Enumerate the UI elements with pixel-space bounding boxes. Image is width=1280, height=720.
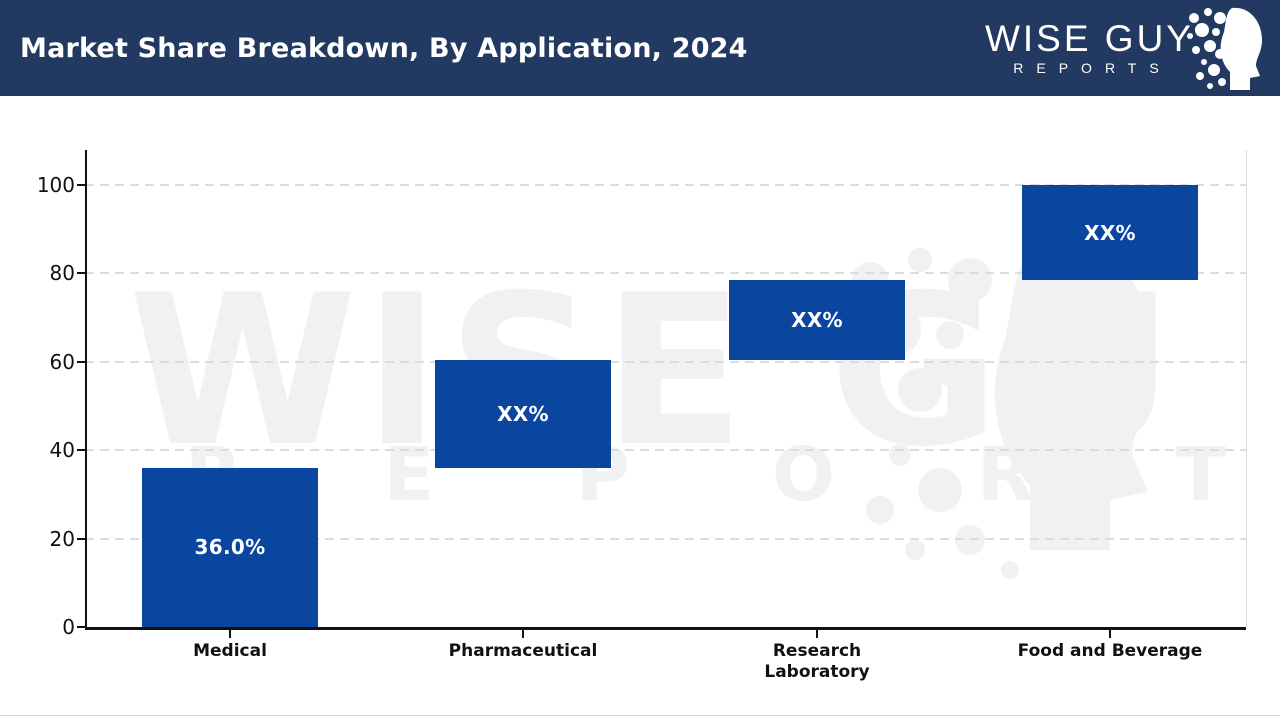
x-axis-tick xyxy=(522,630,524,638)
y-axis-tick-80 xyxy=(77,272,85,275)
y-axis-tick-label: 40 xyxy=(49,438,75,463)
y-axis-tick-40 xyxy=(77,449,85,452)
plot-right-border xyxy=(1246,150,1247,627)
bar-medical: 36.0% xyxy=(142,467,318,627)
x-axis-line xyxy=(85,627,1246,630)
gridline-60 xyxy=(85,360,1246,363)
y-axis-line xyxy=(85,150,87,629)
bar-research-laboratory: XX% xyxy=(729,280,905,360)
watermark-wordmark: WISE GU xyxy=(128,251,1181,493)
watermark-subtext: R E P O R T S xyxy=(185,432,1280,518)
bar-value-label: XX% xyxy=(791,307,843,332)
logo-text: WISE GUY REPORTS xyxy=(984,18,1194,77)
bar-pharmaceutical: XX% xyxy=(435,359,611,468)
y-axis-tick-label: 0 xyxy=(62,615,75,639)
chart-title: Market Share Breakdown, By Application, … xyxy=(20,32,748,64)
bar-value-label: 36.0% xyxy=(194,535,266,560)
category-label-line: Food and Beverage xyxy=(1017,641,1203,661)
gridline-20 xyxy=(85,537,1246,540)
y-axis-tick-label: 100 xyxy=(36,173,75,197)
y-axis-tick-label: 60 xyxy=(49,349,75,374)
x-axis-category-label: Medical xyxy=(80,641,380,662)
y-axis-tick-100 xyxy=(77,184,85,186)
y-axis-tick-label: 80 xyxy=(49,261,75,286)
header-band: Market Share Breakdown, By Application, … xyxy=(0,0,1280,96)
logo-wordmark: WISE GUY xyxy=(984,18,1194,59)
bar-value-label: XX% xyxy=(1084,220,1136,245)
x-axis-category-label: Research Laboratory xyxy=(667,641,967,683)
y-axis-tick-0 xyxy=(77,626,85,628)
category-label-line: Medical xyxy=(193,641,267,661)
y-axis-tick-label: 20 xyxy=(49,526,75,551)
logo: WISE GUY REPORTS xyxy=(985,2,1266,94)
x-axis-tick xyxy=(229,630,231,638)
y-axis-tick-20 xyxy=(77,537,85,540)
category-label-line: Laboratory xyxy=(764,662,870,682)
y-axis-tick-60 xyxy=(77,360,85,363)
x-axis-tick xyxy=(816,630,818,638)
category-label-line: Pharmaceutical xyxy=(448,641,598,661)
gridline-40 xyxy=(85,449,1246,452)
bar-value-label: XX% xyxy=(497,401,549,426)
x-axis-category-label: Pharmaceutical xyxy=(373,641,673,662)
gridline-80 xyxy=(85,272,1246,275)
figure-bottom-border xyxy=(0,715,1280,716)
gridline-100 xyxy=(85,184,1246,186)
x-axis-tick xyxy=(1109,630,1111,638)
bar-food-and-beverage: XX% xyxy=(1022,185,1198,281)
category-label-line: Research xyxy=(772,641,862,661)
x-axis-category-label: Food and Beverage xyxy=(960,641,1260,662)
logo-subtext: REPORTS xyxy=(1013,60,1172,76)
logo-head-icon xyxy=(1187,7,1262,91)
